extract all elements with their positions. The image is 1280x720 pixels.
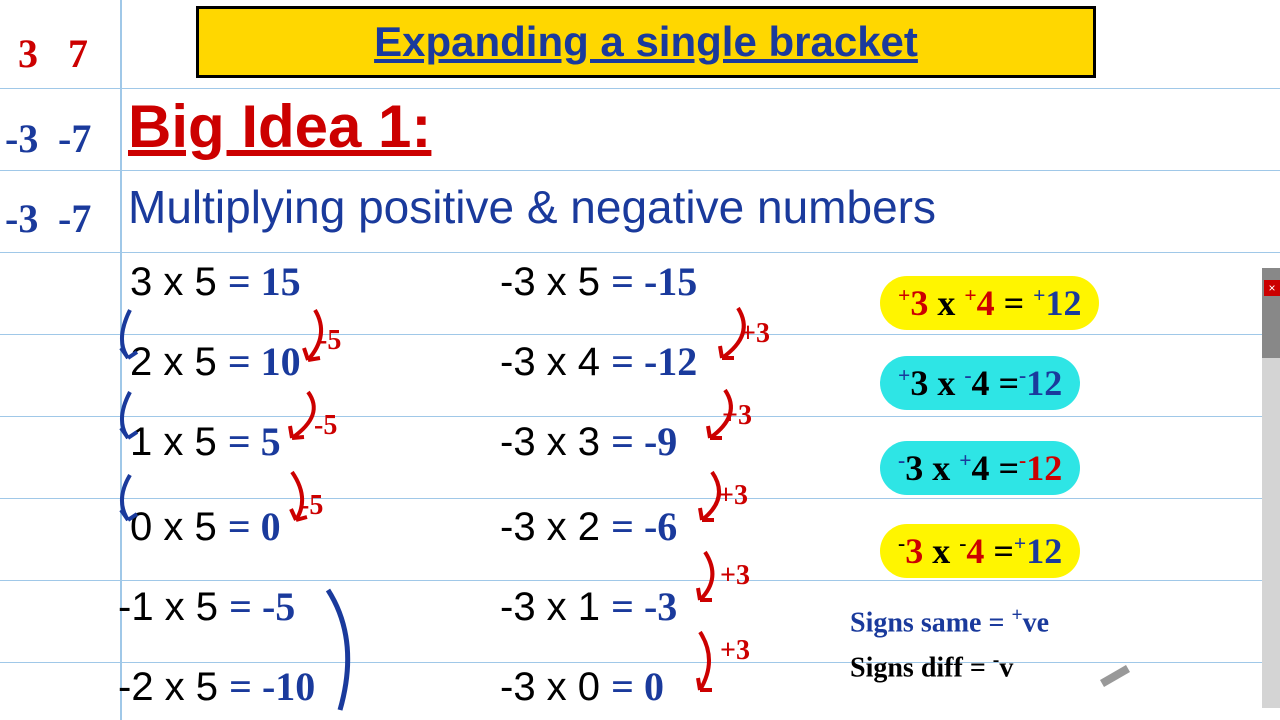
title-text: Expanding a single bracket bbox=[374, 18, 918, 66]
step-annotation: -5 bbox=[300, 490, 323, 522]
margin-number: 7 bbox=[68, 30, 88, 77]
step-annotation: +3 bbox=[722, 400, 752, 432]
subtitle: Multiplying positive & negative numbers bbox=[128, 180, 936, 234]
equation-row: -3 x 5 = -15 bbox=[500, 258, 697, 305]
close-icon[interactable]: × bbox=[1264, 280, 1280, 296]
equation-row: 2 x 5 = 10 bbox=[130, 338, 301, 385]
margin-number: -7 bbox=[58, 115, 91, 162]
equation-row: -3 x 0 = 0 bbox=[500, 663, 664, 710]
step-annotation: -5 bbox=[314, 410, 337, 442]
title-banner: Expanding a single bracket bbox=[196, 6, 1096, 78]
equation-row: -3 x 2 = -6 bbox=[500, 503, 677, 550]
step-annotation: +3 bbox=[740, 318, 770, 350]
equation-row: -2 x 5 = -10 bbox=[118, 663, 315, 710]
equation-row: 0 x 5 = 0 bbox=[130, 503, 281, 550]
ruled-line bbox=[0, 88, 1280, 89]
margin-number: -3 bbox=[5, 195, 38, 242]
ruled-line bbox=[0, 498, 1280, 499]
ruled-line bbox=[0, 416, 1280, 417]
equation-row: 3 x 5 = 15 bbox=[130, 258, 301, 305]
big-idea-heading: Big Idea 1: bbox=[128, 92, 431, 161]
margin-number: -7 bbox=[58, 195, 91, 242]
equation-row: -3 x 4 = -12 bbox=[500, 338, 697, 385]
equation-row: -3 x 1 = -3 bbox=[500, 583, 677, 630]
sign-rule-example: +3 x +4 = +12 bbox=[880, 276, 1099, 330]
step-annotation: +3 bbox=[720, 635, 750, 667]
sign-rule-note: Signs diff = -v bbox=[850, 650, 1013, 684]
step-annotation: +3 bbox=[720, 560, 750, 592]
pencil-icon bbox=[1100, 665, 1130, 687]
margin-number: -3 bbox=[5, 115, 38, 162]
ruled-line bbox=[0, 334, 1280, 335]
ruled-line bbox=[0, 252, 1280, 253]
equation-row: -1 x 5 = -5 bbox=[118, 583, 295, 630]
margin-number: 3 bbox=[18, 30, 38, 77]
sign-rule-example: -3 x +4 =-12 bbox=[880, 441, 1080, 495]
ruled-line bbox=[0, 170, 1280, 171]
equation-row: 1 x 5 = 5 bbox=[130, 418, 281, 465]
sign-rule-note: Signs same = +ve bbox=[850, 605, 1049, 639]
step-annotation: +3 bbox=[718, 480, 748, 512]
ruled-line bbox=[0, 580, 1280, 581]
sign-rule-example: +3 x -4 =-12 bbox=[880, 356, 1080, 410]
step-annotation: -5 bbox=[318, 325, 341, 357]
equation-row: -3 x 3 = -9 bbox=[500, 418, 677, 465]
sign-rule-example: -3 x -4 =+12 bbox=[880, 524, 1080, 578]
